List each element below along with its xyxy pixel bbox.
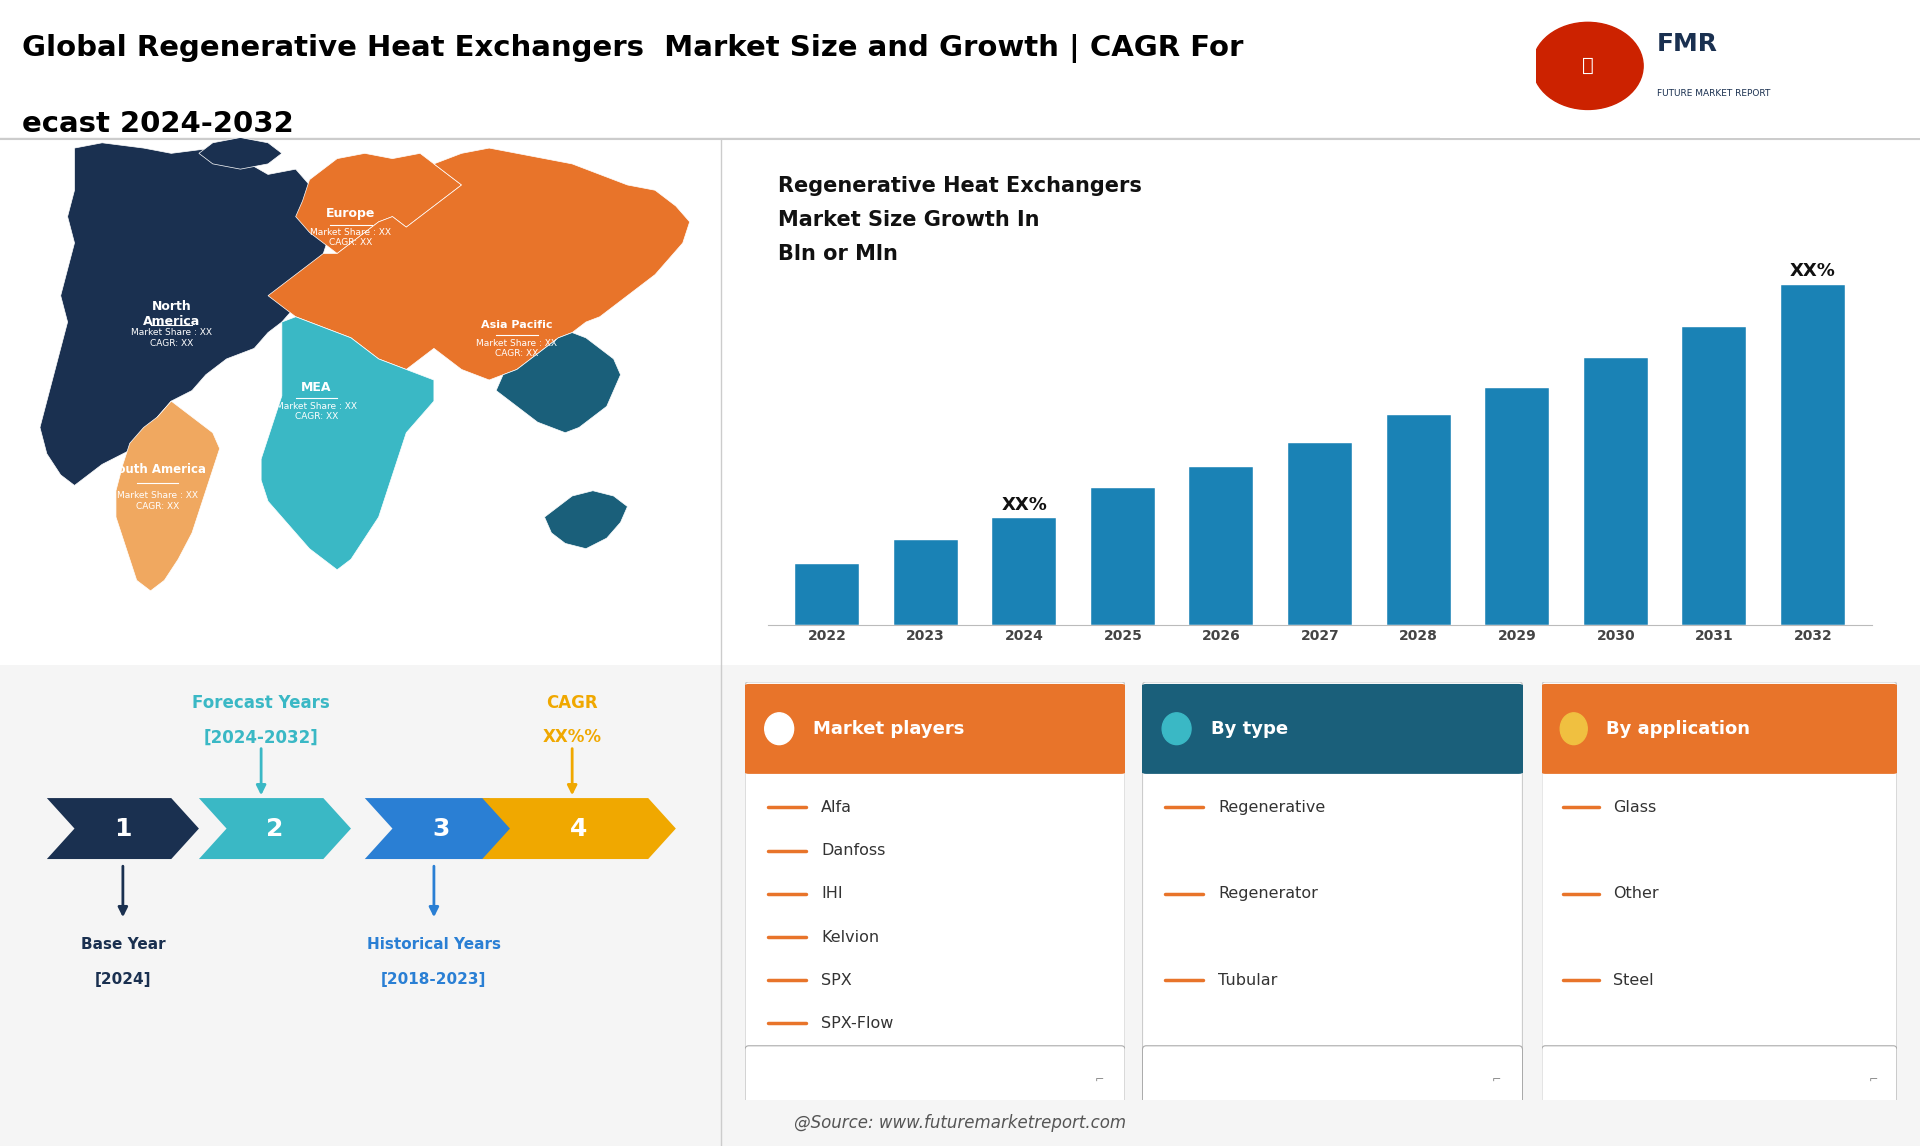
Text: By type: By type bbox=[1212, 720, 1288, 738]
Text: @Source: www.futuremarketreport.com: @Source: www.futuremarketreport.com bbox=[795, 1114, 1125, 1132]
Text: Alfa: Alfa bbox=[822, 800, 852, 815]
Text: Market Share : XX: Market Share : XX bbox=[476, 338, 557, 347]
Text: Regenerator: Regenerator bbox=[1219, 886, 1319, 901]
Text: ⌐: ⌐ bbox=[1868, 1075, 1878, 1085]
Bar bbox=[1484, 388, 1549, 625]
Text: [2024-2032]: [2024-2032] bbox=[204, 729, 319, 746]
Text: SPX-Flow: SPX-Flow bbox=[822, 1017, 893, 1031]
Circle shape bbox=[1162, 713, 1190, 745]
Text: XX%: XX% bbox=[1002, 496, 1046, 513]
Text: CAGR: XX: CAGR: XX bbox=[296, 413, 338, 422]
Text: Market Size Growth In: Market Size Growth In bbox=[778, 211, 1039, 230]
Text: North
America: North America bbox=[142, 300, 200, 328]
FancyBboxPatch shape bbox=[1139, 684, 1526, 774]
Text: Danfoss: Danfoss bbox=[822, 843, 885, 858]
Bar bbox=[1682, 328, 1747, 625]
Text: 2: 2 bbox=[267, 817, 284, 840]
Text: FUTURE MARKET REPORT: FUTURE MARKET REPORT bbox=[1657, 88, 1770, 97]
Bar bbox=[1091, 488, 1156, 625]
Bar bbox=[993, 518, 1056, 625]
FancyBboxPatch shape bbox=[1538, 684, 1901, 774]
FancyBboxPatch shape bbox=[1542, 682, 1897, 1105]
Text: CAGR: XX: CAGR: XX bbox=[150, 338, 192, 347]
Bar bbox=[893, 540, 958, 625]
Text: Market Share : XX: Market Share : XX bbox=[117, 492, 198, 501]
Circle shape bbox=[1561, 713, 1588, 745]
Text: Regenerative: Regenerative bbox=[1219, 800, 1325, 815]
Polygon shape bbox=[261, 316, 434, 570]
Polygon shape bbox=[365, 798, 516, 860]
Polygon shape bbox=[200, 798, 351, 860]
Text: ⌐: ⌐ bbox=[1094, 1075, 1104, 1085]
Text: 👤: 👤 bbox=[1582, 56, 1594, 76]
Circle shape bbox=[764, 713, 793, 745]
Text: Market Share : XX: Market Share : XX bbox=[311, 228, 392, 237]
Polygon shape bbox=[482, 798, 676, 860]
Text: SPX: SPX bbox=[822, 973, 852, 988]
Polygon shape bbox=[40, 143, 338, 486]
FancyBboxPatch shape bbox=[745, 1046, 1125, 1105]
Polygon shape bbox=[495, 332, 620, 433]
Text: ecast 2024-2032: ecast 2024-2032 bbox=[21, 110, 294, 138]
Bar bbox=[1584, 358, 1647, 625]
Text: Market players: Market players bbox=[814, 720, 964, 738]
Text: Forecast Years: Forecast Years bbox=[192, 693, 330, 712]
Text: Asia Pacific: Asia Pacific bbox=[482, 320, 553, 330]
Text: South America: South America bbox=[109, 463, 205, 476]
Bar bbox=[1188, 466, 1254, 625]
Text: 1: 1 bbox=[113, 817, 132, 840]
Text: CAGR: CAGR bbox=[547, 693, 597, 712]
Text: FMR: FMR bbox=[1657, 32, 1718, 56]
Bar bbox=[795, 564, 858, 625]
Polygon shape bbox=[296, 154, 461, 253]
Text: ⌐: ⌐ bbox=[1492, 1075, 1501, 1085]
Text: CAGR: XX: CAGR: XX bbox=[136, 502, 179, 511]
FancyBboxPatch shape bbox=[741, 684, 1129, 774]
Text: Historical Years: Historical Years bbox=[367, 937, 501, 952]
Polygon shape bbox=[269, 148, 689, 380]
Circle shape bbox=[1532, 22, 1644, 109]
Text: XX%%: XX%% bbox=[543, 729, 601, 746]
FancyBboxPatch shape bbox=[1142, 1046, 1523, 1105]
FancyBboxPatch shape bbox=[1142, 682, 1523, 1105]
Text: Steel: Steel bbox=[1613, 973, 1653, 988]
Text: Regenerative Heat Exchangers: Regenerative Heat Exchangers bbox=[778, 176, 1142, 196]
Text: Europe: Europe bbox=[326, 207, 376, 220]
Text: Kelvion: Kelvion bbox=[822, 929, 879, 944]
Text: CAGR: XX: CAGR: XX bbox=[330, 238, 372, 248]
Text: Market Share : XX: Market Share : XX bbox=[131, 328, 211, 337]
Text: By application: By application bbox=[1605, 720, 1749, 738]
Bar bbox=[1288, 442, 1352, 625]
Polygon shape bbox=[200, 138, 282, 170]
Text: XX%: XX% bbox=[1789, 262, 1836, 281]
Bar bbox=[1386, 415, 1452, 625]
Text: Tubular: Tubular bbox=[1219, 973, 1279, 988]
Text: Glass: Glass bbox=[1613, 800, 1657, 815]
Polygon shape bbox=[115, 401, 219, 591]
Text: IHI: IHI bbox=[822, 886, 843, 901]
Text: MEA: MEA bbox=[301, 382, 332, 394]
Text: Market Share : XX: Market Share : XX bbox=[276, 402, 357, 411]
FancyBboxPatch shape bbox=[745, 682, 1125, 1105]
Text: CAGR: XX: CAGR: XX bbox=[495, 350, 538, 359]
Bar bbox=[1782, 285, 1845, 625]
Text: Global Regenerative Heat Exchangers  Market Size and Growth | CAGR For: Global Regenerative Heat Exchangers Mark… bbox=[21, 34, 1242, 63]
Text: [2018-2023]: [2018-2023] bbox=[382, 972, 486, 987]
Polygon shape bbox=[46, 798, 200, 860]
Text: 4: 4 bbox=[570, 817, 588, 840]
Text: [2024]: [2024] bbox=[94, 972, 152, 987]
Polygon shape bbox=[545, 490, 628, 549]
Text: Base Year: Base Year bbox=[81, 937, 165, 952]
FancyBboxPatch shape bbox=[1542, 1046, 1897, 1105]
Text: Other: Other bbox=[1613, 886, 1659, 901]
Text: Bln or Mln: Bln or Mln bbox=[778, 244, 899, 265]
Text: 3: 3 bbox=[432, 817, 449, 840]
